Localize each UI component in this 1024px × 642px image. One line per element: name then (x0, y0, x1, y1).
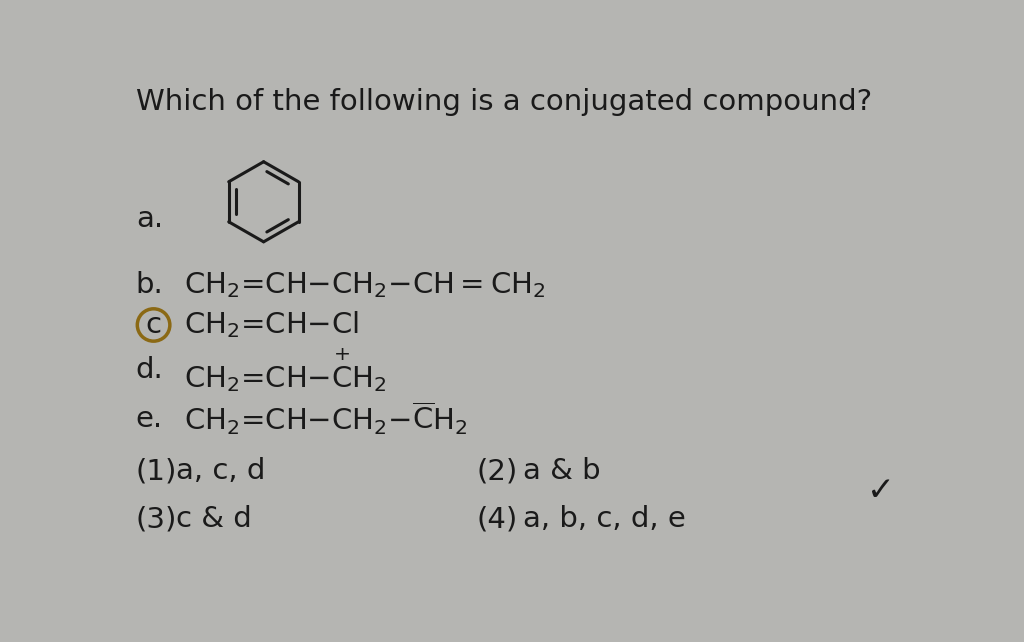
Text: a.: a. (136, 205, 163, 232)
Text: (1): (1) (136, 457, 177, 485)
Text: (4): (4) (477, 505, 518, 533)
Text: CH$_2$=CH$-\overset{+}{\mathrm{C}}$H$_2$: CH$_2$=CH$-\overset{+}{\mathrm{C}}$H$_2$ (183, 345, 386, 394)
Text: c & d: c & d (176, 505, 252, 533)
Text: a & b: a & b (523, 457, 601, 485)
Text: a, c, d: a, c, d (176, 457, 265, 485)
Text: (3): (3) (136, 505, 177, 533)
Text: CH$_2$=CH$-$CH$_2$$-$CH$=$CH$_2$: CH$_2$=CH$-$CH$_2$$-$CH$=$CH$_2$ (183, 270, 545, 300)
Text: a, b, c, d, e: a, b, c, d, e (523, 505, 686, 533)
Text: b.: b. (136, 271, 164, 299)
Text: ✓: ✓ (867, 474, 895, 507)
Text: c: c (145, 311, 162, 339)
Text: d.: d. (136, 356, 164, 384)
Text: (2): (2) (477, 457, 518, 485)
Text: CH$_2$=CH$-$CH$_2$$-\overline{\mathrm{C}}$H$_2$: CH$_2$=CH$-$CH$_2$$-\overline{\mathrm{C}… (183, 401, 467, 437)
Text: Which of the following is a conjugated compound?: Which of the following is a conjugated c… (136, 88, 871, 116)
Text: CH$_2$=CH$-$Cl: CH$_2$=CH$-$Cl (183, 309, 358, 340)
Text: e.: e. (136, 405, 163, 433)
